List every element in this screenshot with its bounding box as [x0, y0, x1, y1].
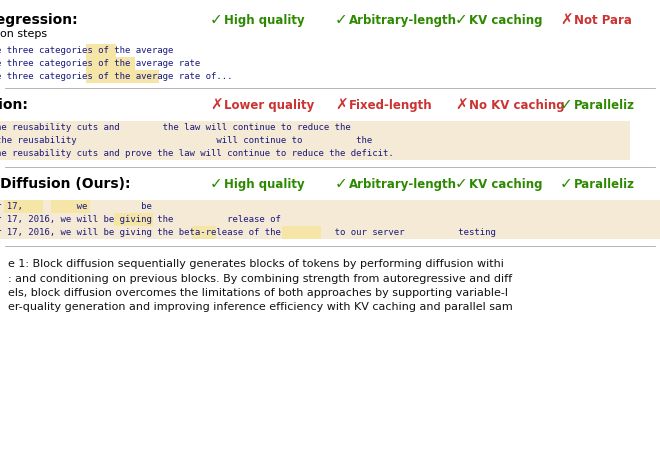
Text: ✓: ✓ — [455, 13, 468, 28]
Text: Arbitrary-length: Arbitrary-length — [349, 178, 457, 190]
Text: September 17,          we          be: September 17, we be — [0, 202, 152, 211]
Text: ✓: ✓ — [560, 177, 573, 191]
Text: ✓: ✓ — [335, 177, 348, 191]
FancyBboxPatch shape — [0, 70, 450, 83]
Text: reveal the reusability cuts and prove the law will continue to reduce the defici: reveal the reusability cuts and prove th… — [0, 149, 394, 157]
FancyBboxPatch shape — [282, 226, 321, 238]
FancyBboxPatch shape — [86, 44, 116, 56]
FancyBboxPatch shape — [86, 70, 159, 83]
Text: No KV caching: No KV caching — [469, 99, 564, 111]
Text: els, block diffusion overcomes the limitations of both approaches by supporting : els, block diffusion overcomes the limit… — [8, 288, 508, 298]
Text: e 1: Block diffusion sequentially generates blocks of tokens by performing diffu: e 1: Block diffusion sequentially genera… — [8, 259, 504, 269]
Text: there are three categories of the average rate of...: there are three categories of the averag… — [0, 71, 232, 80]
Text: ✗: ✗ — [210, 97, 223, 112]
Text: ✓: ✓ — [455, 177, 468, 191]
Text: generation steps: generation steps — [0, 29, 47, 39]
Text: September 17, 2016, we will be giving the beta-release of the          to our se: September 17, 2016, we will be giving th… — [0, 227, 496, 236]
Text: ✓: ✓ — [210, 177, 223, 191]
Text: KV caching: KV caching — [469, 14, 543, 26]
Text: Diffusion:: Diffusion: — [0, 98, 29, 112]
Text: KV caching: KV caching — [469, 178, 543, 190]
Text: Lower quality: Lower quality — [224, 99, 314, 111]
FancyBboxPatch shape — [0, 56, 450, 70]
Text: there are three categories of the average: there are three categories of the averag… — [0, 46, 174, 55]
Text: reveal the reusability cuts and        the law will continue to reduce the: reveal the reusability cuts and the law … — [0, 123, 350, 132]
FancyBboxPatch shape — [0, 120, 630, 133]
FancyBboxPatch shape — [114, 212, 153, 226]
FancyBboxPatch shape — [86, 56, 135, 70]
Text: Block Diffusion (Ours):: Block Diffusion (Ours): — [0, 177, 131, 191]
FancyBboxPatch shape — [0, 133, 630, 147]
Text: Fixed-length: Fixed-length — [349, 99, 432, 111]
Text: Paralleliz: Paralleliz — [574, 99, 635, 111]
Text: September 17, 2016, we will be giving the          release of: September 17, 2016, we will be giving th… — [0, 214, 281, 224]
Text: Autoregression:: Autoregression: — [0, 13, 79, 27]
Text: High quality: High quality — [224, 178, 305, 190]
FancyBboxPatch shape — [51, 199, 90, 212]
Text: ✗: ✗ — [560, 13, 573, 28]
FancyBboxPatch shape — [0, 226, 660, 238]
Text: High quality: High quality — [224, 14, 305, 26]
Text: ✓: ✓ — [210, 13, 223, 28]
FancyBboxPatch shape — [0, 199, 660, 212]
FancyBboxPatch shape — [0, 44, 450, 56]
FancyBboxPatch shape — [4, 199, 43, 212]
FancyBboxPatch shape — [192, 226, 216, 238]
Text: ✗: ✗ — [335, 97, 348, 112]
FancyBboxPatch shape — [0, 212, 660, 226]
Text: Not Para: Not Para — [574, 14, 632, 26]
Text: Arbitrary-length: Arbitrary-length — [349, 14, 457, 26]
Text: Paralleliz: Paralleliz — [574, 178, 635, 190]
Text: there are three categories of the average rate: there are three categories of the averag… — [0, 58, 200, 68]
Text: : and conditioning on previous blocks. By combining strength from autoregressive: : and conditioning on previous blocks. B… — [8, 274, 512, 283]
Text: ✗: ✗ — [455, 97, 468, 112]
Text: ✓: ✓ — [560, 97, 573, 112]
Text: er-quality generation and improving inference efficiency with KV caching and par: er-quality generation and improving infe… — [8, 303, 513, 313]
Text: ✓: ✓ — [335, 13, 348, 28]
FancyBboxPatch shape — [0, 147, 630, 159]
Text: the reusability                          will continue to          the: the reusability will continue to the — [0, 135, 372, 144]
